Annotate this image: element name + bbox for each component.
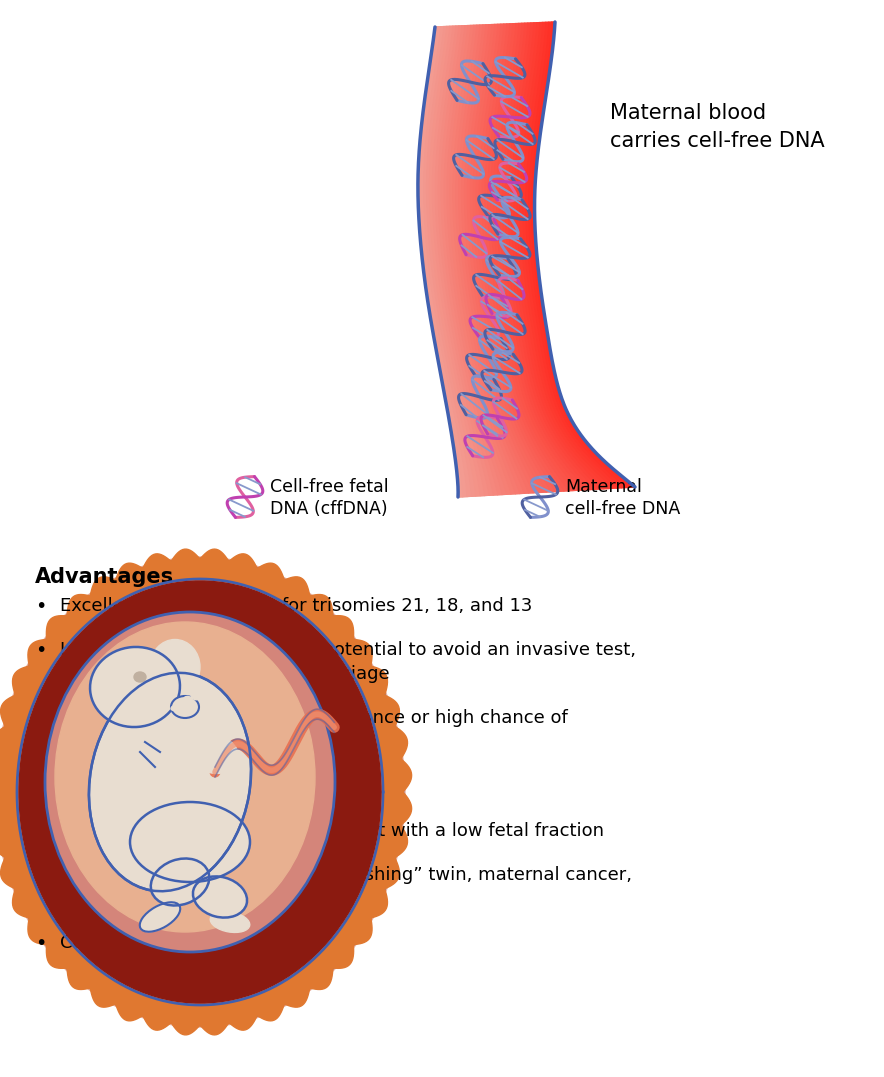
Polygon shape	[529, 23, 630, 488]
Polygon shape	[459, 25, 524, 493]
Ellipse shape	[151, 858, 210, 906]
Polygon shape	[465, 25, 533, 493]
Ellipse shape	[191, 695, 199, 700]
Text: •: •	[35, 866, 46, 885]
Ellipse shape	[148, 712, 182, 742]
Text: Cost of assay: Cost of assay	[60, 934, 180, 952]
Polygon shape	[491, 24, 573, 491]
Text: Excellent screening test for trisomies 21, 18, and 13: Excellent screening test for trisomies 2…	[60, 597, 532, 615]
Ellipse shape	[140, 903, 180, 932]
Polygon shape	[450, 26, 511, 494]
Text: Clarity of reported results: low chance or high chance of: Clarity of reported results: low chance …	[60, 709, 568, 727]
Ellipse shape	[181, 730, 239, 773]
Polygon shape	[494, 24, 577, 490]
Polygon shape	[418, 27, 462, 496]
Text: aneuploidy: aneuploidy	[80, 733, 179, 751]
Ellipse shape	[55, 623, 315, 932]
Ellipse shape	[89, 673, 251, 891]
Polygon shape	[511, 23, 604, 489]
Polygon shape	[453, 26, 515, 494]
Text: Cell-free fetal: Cell-free fetal	[270, 478, 389, 496]
Text: Low false positive rate gives potential to avoid an invasive test,: Low false positive rate gives potential …	[60, 641, 636, 659]
Polygon shape	[423, 27, 471, 496]
Polygon shape	[438, 26, 493, 495]
Polygon shape	[531, 22, 635, 487]
Text: cell-free DNA: cell-free DNA	[565, 500, 681, 518]
Text: •: •	[35, 641, 46, 660]
Text: Maternal blood
carries cell-free DNA: Maternal blood carries cell-free DNA	[610, 103, 825, 151]
Polygon shape	[432, 26, 484, 495]
Text: •: •	[35, 822, 46, 841]
Ellipse shape	[0, 557, 405, 1027]
Polygon shape	[430, 26, 480, 496]
Polygon shape	[418, 22, 635, 496]
Ellipse shape	[134, 672, 146, 682]
Polygon shape	[526, 23, 626, 488]
Ellipse shape	[184, 697, 192, 701]
Ellipse shape	[130, 802, 250, 882]
Polygon shape	[517, 23, 613, 489]
Ellipse shape	[171, 705, 179, 711]
Ellipse shape	[171, 696, 199, 718]
Polygon shape	[461, 25, 529, 493]
Ellipse shape	[19, 581, 381, 1003]
Polygon shape	[476, 25, 551, 492]
Text: Maternal: Maternal	[565, 478, 642, 496]
Polygon shape	[482, 24, 560, 491]
Polygon shape	[506, 23, 595, 490]
Polygon shape	[441, 26, 498, 495]
Polygon shape	[427, 27, 476, 496]
Polygon shape	[523, 23, 621, 488]
Text: which carries a risk of miscarriage: which carries a risk of miscarriage	[80, 665, 390, 683]
Polygon shape	[499, 24, 586, 490]
Polygon shape	[520, 23, 617, 488]
Polygon shape	[436, 26, 489, 495]
Text: May be a false positive with “vanishing” twin, maternal cancer,: May be a false positive with “vanishing”…	[60, 866, 632, 884]
Text: •: •	[35, 934, 46, 953]
Polygon shape	[470, 25, 542, 492]
Polygon shape	[479, 25, 555, 492]
Ellipse shape	[210, 911, 250, 933]
Polygon shape	[508, 23, 599, 489]
Ellipse shape	[182, 683, 202, 701]
Ellipse shape	[150, 640, 200, 695]
Polygon shape	[468, 25, 537, 493]
Text: DNA (cffDNA): DNA (cffDNA)	[270, 500, 387, 518]
Polygon shape	[456, 25, 520, 493]
Text: Limitations: Limitations	[35, 792, 167, 812]
Polygon shape	[421, 27, 467, 496]
Text: May be a false negative or no result with a low fetal fraction: May be a false negative or no result wit…	[60, 822, 604, 840]
Polygon shape	[473, 25, 546, 492]
Text: or placental mosaicism: or placental mosaicism	[80, 890, 289, 908]
Ellipse shape	[90, 647, 180, 727]
Ellipse shape	[176, 699, 184, 704]
Polygon shape	[0, 549, 412, 1035]
Polygon shape	[488, 24, 568, 491]
Text: Advantages: Advantages	[35, 567, 174, 587]
Polygon shape	[502, 24, 591, 490]
Polygon shape	[447, 26, 507, 494]
Ellipse shape	[45, 612, 335, 952]
Polygon shape	[497, 24, 582, 490]
Polygon shape	[485, 24, 564, 491]
Polygon shape	[444, 26, 502, 494]
Polygon shape	[514, 23, 608, 489]
Text: •: •	[35, 597, 46, 616]
Text: •: •	[35, 709, 46, 728]
Ellipse shape	[193, 877, 247, 918]
